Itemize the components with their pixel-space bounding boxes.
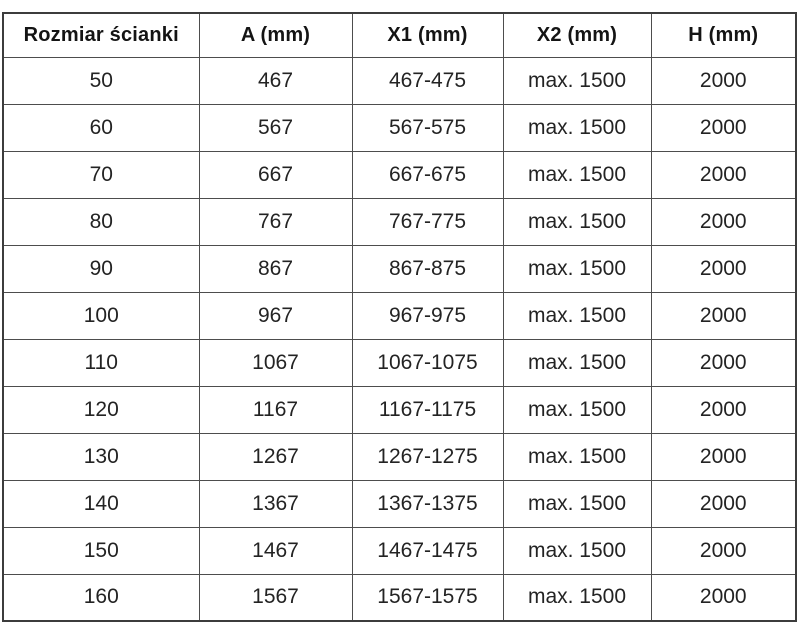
- table-cell: 867: [198, 244, 353, 293]
- table-cell: 1067-1075: [351, 338, 504, 387]
- table-cell: 2000: [650, 526, 797, 575]
- table-cell: 1567: [198, 573, 353, 622]
- table-cell: 667-675: [351, 150, 504, 199]
- table-cell: 467: [198, 56, 353, 105]
- table-cell: 2000: [650, 338, 797, 387]
- table-cell: 1267-1275: [351, 432, 504, 481]
- table-cell: 2000: [650, 56, 797, 105]
- table-row: 130 1267 1267-1275 max. 1500 2000: [2, 432, 797, 481]
- table-cell: 467-475: [351, 56, 504, 105]
- table-cell: 767: [198, 197, 353, 246]
- table-cell: max. 1500: [502, 197, 652, 246]
- table-cell: 1567-1575: [351, 573, 504, 622]
- table-cell: max. 1500: [502, 150, 652, 199]
- table-cell: max. 1500: [502, 432, 652, 481]
- table-cell: max. 1500: [502, 479, 652, 528]
- table-cell: 1467-1475: [351, 526, 504, 575]
- table-body: 50 467 467-475 max. 1500 2000 60 567 567-575 max…: [2, 56, 797, 622]
- table-cell: 2000: [650, 197, 797, 246]
- table-row: 80 767 767-775 max. 1500 2000: [2, 197, 797, 246]
- table-cell: 567-575: [351, 103, 504, 152]
- table-cell: 140: [2, 479, 200, 528]
- table-cell: 2000: [650, 573, 797, 622]
- table-cell: 767-775: [351, 197, 504, 246]
- column-header-h-mm: H (mm): [650, 12, 797, 58]
- table-cell: 130: [2, 432, 200, 481]
- table-cell: 2000: [650, 103, 797, 152]
- table-cell: 100: [2, 291, 200, 340]
- table-cell: 160: [2, 573, 200, 622]
- table-cell: max. 1500: [502, 573, 652, 622]
- table-row: 90 867 867-875 max. 1500 2000: [2, 244, 797, 293]
- header-row: Rozmiar ścianki A (mm) X1 (mm) X2 (mm) H…: [2, 12, 797, 58]
- table-cell: 120: [2, 385, 200, 434]
- table-row: 100 967 967-975 max. 1500 2000: [2, 291, 797, 340]
- table-cell: 50: [2, 56, 200, 105]
- table-row: 50 467 467-475 max. 1500 2000: [2, 56, 797, 105]
- table-cell: 2000: [650, 244, 797, 293]
- table-row: 110 1067 1067-1075 max. 1500 2000: [2, 338, 797, 387]
- table-row: 70 667 667-675 max. 1500 2000: [2, 150, 797, 199]
- table-row: 150 1467 1467-1475 max. 1500 2000: [2, 526, 797, 575]
- table-cell: 70: [2, 150, 200, 199]
- table-cell: 2000: [650, 432, 797, 481]
- table-cell: 150: [2, 526, 200, 575]
- table-header: Rozmiar ścianki A (mm) X1 (mm) X2 (mm) H…: [2, 12, 797, 58]
- table-cell: max. 1500: [502, 244, 652, 293]
- table-row: 140 1367 1367-1375 max. 1500 2000: [2, 479, 797, 528]
- table-cell: 2000: [650, 385, 797, 434]
- table-cell: 60: [2, 103, 200, 152]
- table-cell: 1167: [198, 385, 353, 434]
- table-cell: 2000: [650, 291, 797, 340]
- table-cell: 567: [198, 103, 353, 152]
- table-cell: 1367-1375: [351, 479, 504, 528]
- column-header-rozmiar-scianki: Rozmiar ścianki: [2, 12, 200, 58]
- table-cell: max. 1500: [502, 385, 652, 434]
- table-cell: max. 1500: [502, 103, 652, 152]
- table-cell: 80: [2, 197, 200, 246]
- table-cell: max. 1500: [502, 291, 652, 340]
- table-cell: 2000: [650, 479, 797, 528]
- table-cell: 2000: [650, 150, 797, 199]
- table-cell: max. 1500: [502, 338, 652, 387]
- table-cell: 667: [198, 150, 353, 199]
- table-cell: 1367: [198, 479, 353, 528]
- table-cell: 967-975: [351, 291, 504, 340]
- table-cell: 1167-1175: [351, 385, 504, 434]
- table-cell: 967: [198, 291, 353, 340]
- column-header-x1-mm: X1 (mm): [351, 12, 504, 58]
- table-cell: 867-875: [351, 244, 504, 293]
- table-cell: max. 1500: [502, 526, 652, 575]
- table-row: 60 567 567-575 max. 1500 2000: [2, 103, 797, 152]
- column-header-a-mm: A (mm): [198, 12, 353, 58]
- wall-dimensions-table: Rozmiar ścianki A (mm) X1 (mm) X2 (mm) H…: [2, 12, 797, 622]
- table-cell: 1467: [198, 526, 353, 575]
- table-cell: max. 1500: [502, 56, 652, 105]
- table-row: 160 1567 1567-1575 max. 1500 2000: [2, 573, 797, 622]
- table-cell: 1067: [198, 338, 353, 387]
- column-header-x2-mm: X2 (mm): [502, 12, 652, 58]
- table-cell: 90: [2, 244, 200, 293]
- table-cell: 110: [2, 338, 200, 387]
- table-row: 120 1167 1167-1175 max. 1500 2000: [2, 385, 797, 434]
- table-cell: 1267: [198, 432, 353, 481]
